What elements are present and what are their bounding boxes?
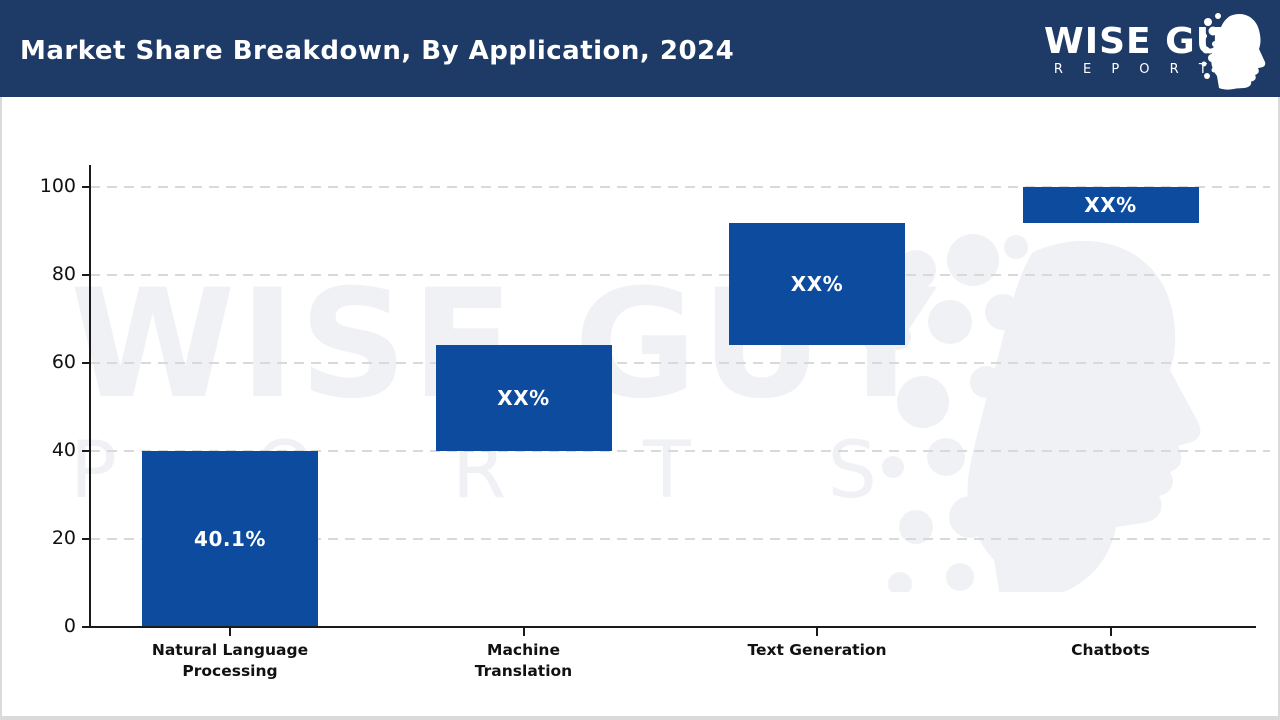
x-tick-mark-text-generation [816, 628, 818, 636]
y-tick-mark-20 [82, 538, 90, 540]
y-tick-mark-60 [82, 362, 90, 364]
y-tick-label-20: 20 [51, 527, 76, 549]
x-tick-label-chatbots: Chatbots [1071, 641, 1150, 659]
y-tick-label-60: 60 [51, 351, 76, 373]
bar-value-label-natural-language-processing: 40.1% [194, 526, 266, 551]
plot-area: 0 20 40 60 80 100 40.1% Natural Language Proces… [0, 97, 1280, 720]
y-tick-mark-0 [82, 626, 90, 628]
bar-value-label-machine-translation: XX% [497, 385, 550, 410]
bar-machine-translation[interactable]: XX% [435, 344, 612, 451]
header-band: Market Share Breakdown, By Application, … [0, 0, 1280, 97]
bar-value-label-text-generation: XX% [790, 271, 844, 296]
page-border-bottom [0, 716, 1280, 720]
y-axis-line [89, 165, 91, 628]
x-tick-mark-chatbots [1109, 628, 1112, 636]
x-tick-mark-machine-translation [522, 628, 525, 636]
gridline-40 [90, 450, 1270, 452]
x-axis-line [89, 626, 1256, 628]
y-tick-label-80: 80 [51, 263, 76, 285]
gridline-60 [90, 362, 1270, 364]
page-border-left [0, 97, 2, 720]
wiseguy-logo: WISE GUY R E P O R T S [1016, 8, 1266, 90]
x-tick-mark-natural-language-processing [229, 628, 231, 636]
bar-value-label-chatbots: XX% [1084, 192, 1137, 217]
y-tick-mark-100 [82, 186, 90, 188]
y-tick-mark-80 [82, 274, 90, 276]
page-title: Market Share Breakdown, By Application, … [20, 36, 735, 66]
gridline-100 [90, 186, 1270, 188]
x-tick-label-natural-language-processing: Natural Language Processing [151, 641, 309, 680]
y-tick-label-100: 100 [39, 175, 76, 197]
page-border-right [1278, 97, 1280, 720]
gridline-80 [90, 274, 1270, 276]
bar-natural-language-processing[interactable]: 40.1% [142, 450, 318, 627]
y-tick-label-0: 0 [63, 615, 76, 637]
wiseguy-head-icon [1201, 13, 1266, 90]
y-tick-mark-40 [82, 450, 90, 452]
bar-chatbots[interactable]: XX% [1022, 187, 1199, 223]
x-tick-label-text-generation: Text Generation [747, 641, 887, 659]
y-tick-label-40: 40 [51, 439, 76, 461]
x-tick-label-machine-translation: Machine Translation [474, 641, 573, 680]
wiseguy-logo-line2: R E P O R T S [1053, 62, 1244, 77]
bar-text-generation[interactable]: XX% [729, 222, 905, 345]
gridline-20 [90, 538, 1270, 540]
